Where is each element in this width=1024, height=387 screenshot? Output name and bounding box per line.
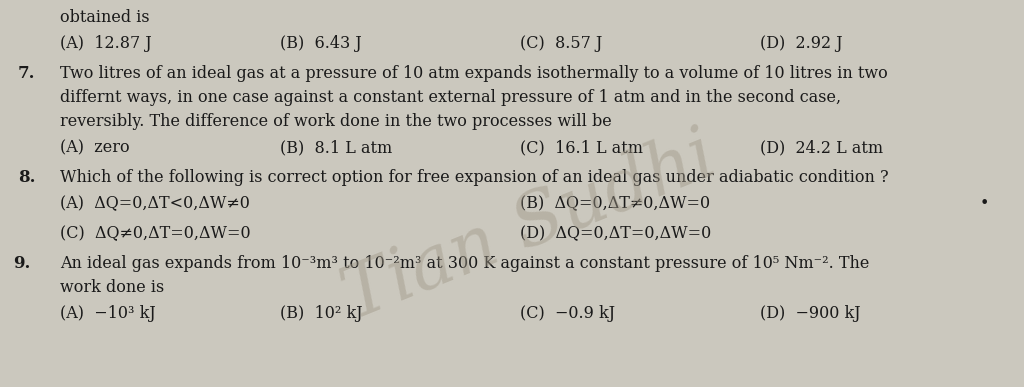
Text: Which of the following is correct option for free expansion of an ideal gas unde: Which of the following is correct option… <box>60 169 889 186</box>
Text: (D)  −900 kJ: (D) −900 kJ <box>760 305 860 322</box>
Text: (D)  ΔQ=0,ΔT=0,ΔW=0: (D) ΔQ=0,ΔT=0,ΔW=0 <box>520 225 712 242</box>
Text: work done is: work done is <box>60 279 164 296</box>
Text: reversibly. The difference of work done in the two processes will be: reversibly. The difference of work done … <box>60 113 611 130</box>
Text: (B)  6.43 J: (B) 6.43 J <box>280 35 361 52</box>
Text: differnt ways, in one case against a constant external pressure of 1 atm and in : differnt ways, in one case against a con… <box>60 89 841 106</box>
Text: 7.: 7. <box>18 65 36 82</box>
Text: (C)  ΔQ≠0,ΔT=0,ΔW=0: (C) ΔQ≠0,ΔT=0,ΔW=0 <box>60 225 251 242</box>
Text: Two litres of an ideal gas at a pressure of 10 atm expands isothermally to a vol: Two litres of an ideal gas at a pressure… <box>60 65 888 82</box>
Text: (B)  10² kJ: (B) 10² kJ <box>280 305 362 322</box>
Text: (A)  12.87 J: (A) 12.87 J <box>60 35 152 52</box>
Text: Tian Sudhi: Tian Sudhi <box>333 120 727 334</box>
Text: (C)  −0.9 kJ: (C) −0.9 kJ <box>520 305 615 322</box>
Text: (B)  8.1 L atm: (B) 8.1 L atm <box>280 139 392 156</box>
Text: 9.: 9. <box>13 255 31 272</box>
Text: An ideal gas expands from 10⁻³m³ to 10⁻²m³ at 300 K against a constant pressure : An ideal gas expands from 10⁻³m³ to 10⁻²… <box>60 255 869 272</box>
Text: (D)  24.2 L atm: (D) 24.2 L atm <box>760 139 883 156</box>
Text: (C)  16.1 L atm: (C) 16.1 L atm <box>520 139 643 156</box>
Text: 8.: 8. <box>18 169 36 186</box>
Text: (B)  ΔQ=0,ΔT≠0,ΔW=0: (B) ΔQ=0,ΔT≠0,ΔW=0 <box>520 195 710 212</box>
Text: (C)  8.57 J: (C) 8.57 J <box>520 35 602 52</box>
Text: (A)  ΔQ=0,ΔT<0,ΔW≠0: (A) ΔQ=0,ΔT<0,ΔW≠0 <box>60 195 250 212</box>
Text: (A)  zero: (A) zero <box>60 139 130 156</box>
Text: •: • <box>980 195 989 212</box>
Text: obtained is: obtained is <box>60 9 150 26</box>
Text: (A)  −10³ kJ: (A) −10³ kJ <box>60 305 156 322</box>
Text: (D)  2.92 J: (D) 2.92 J <box>760 35 843 52</box>
